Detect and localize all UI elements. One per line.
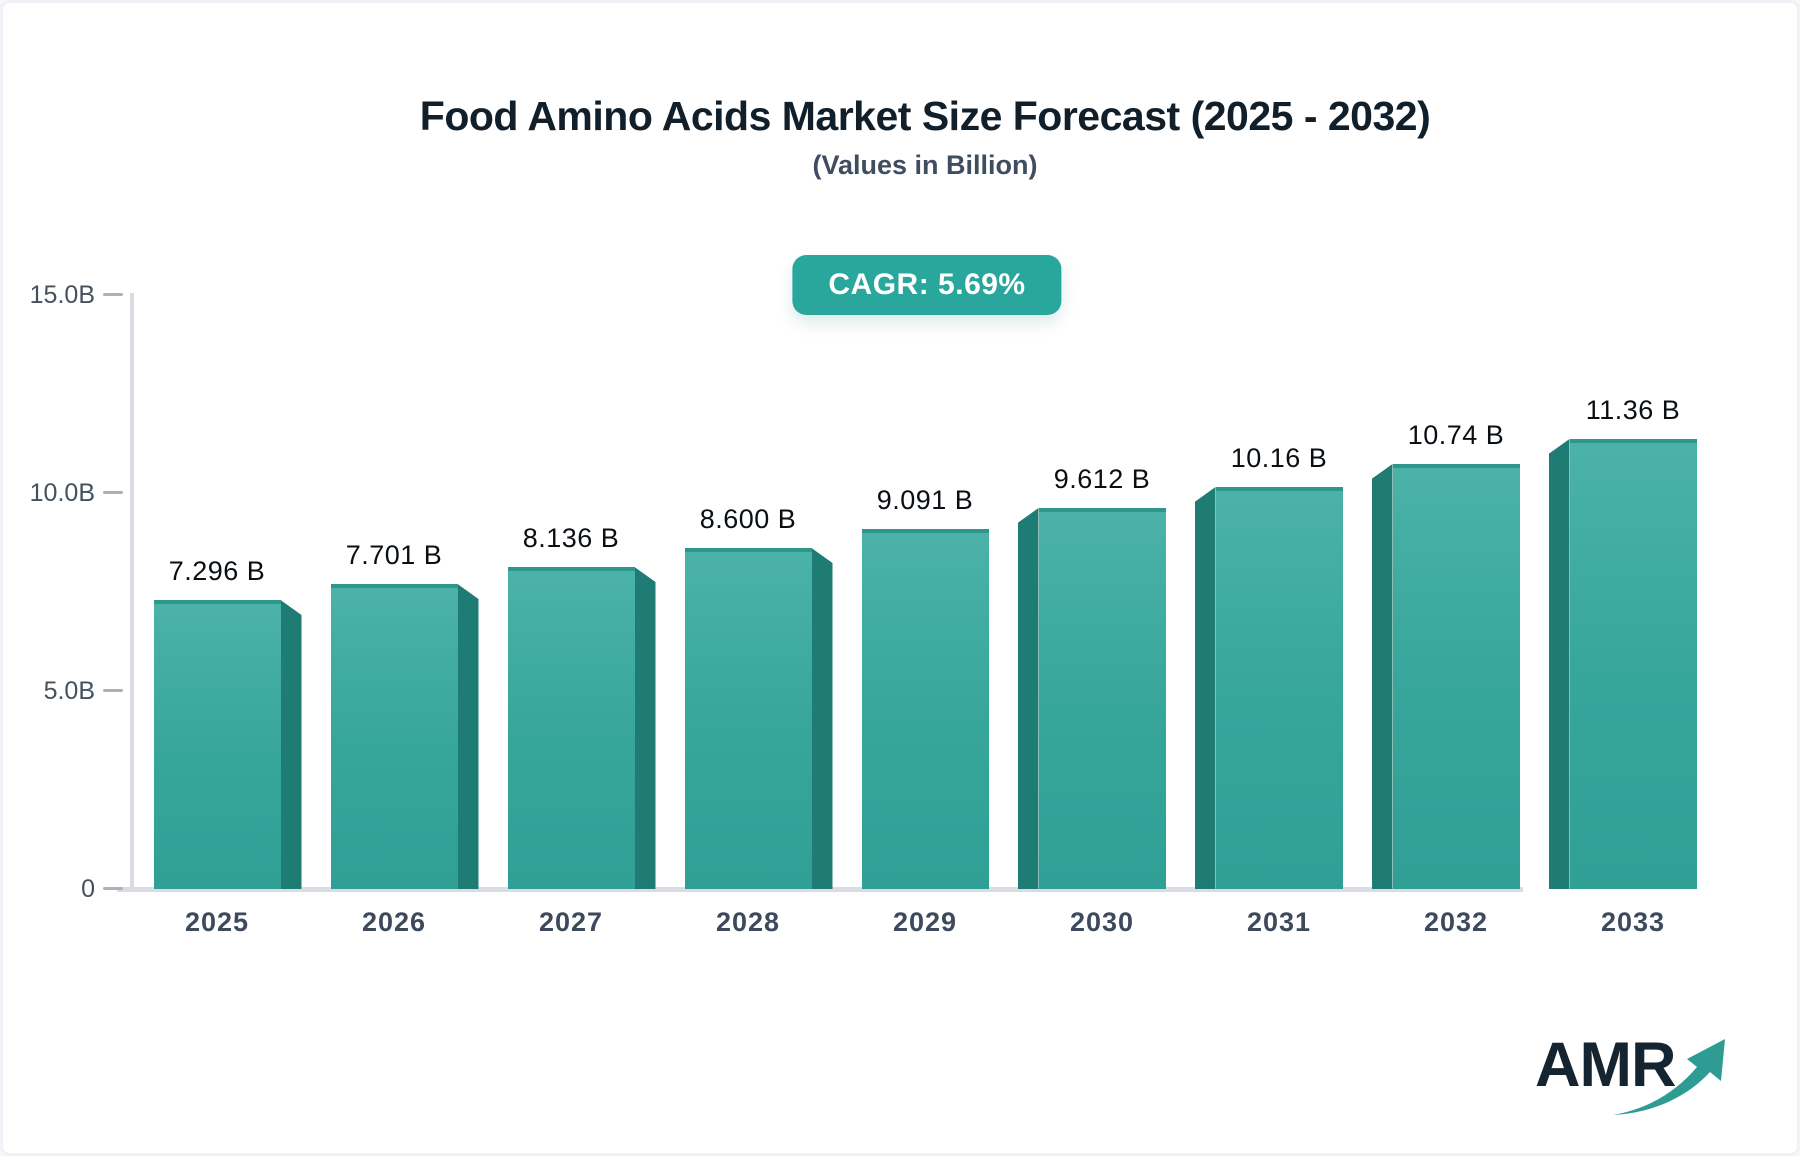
y-axis-tick-label: 15.0B <box>29 281 95 309</box>
bar-2030 <box>1038 508 1166 889</box>
amr-logo: AMR <box>1535 1030 1725 1115</box>
y-axis-tick <box>103 293 123 296</box>
bar-value-label: 7.701 B <box>345 540 443 570</box>
bar-value-label: 11.36 B <box>1585 395 1681 425</box>
page-subtitle: (Values in Billion) <box>812 150 1038 180</box>
bar-value-label: 8.136 B <box>522 523 620 553</box>
x-axis-label-2031: 2031 <box>1246 907 1312 937</box>
y-axis-tick-label: 10.0B <box>29 479 95 507</box>
y-axis-tick-label: 5.0B <box>43 677 95 705</box>
y-axis-tick <box>103 689 123 692</box>
bar-side-face <box>1194 487 1216 889</box>
y-axis-tick <box>103 887 123 890</box>
x-axis-label-2033: 2033 <box>1600 907 1666 937</box>
page-title: Food Amino Acids Market Size Forecast (2… <box>419 93 1431 139</box>
bar-side-face <box>1017 508 1039 889</box>
x-axis-label-2030: 2030 <box>1069 907 1135 937</box>
x-axis-label-2032: 2032 <box>1423 907 1489 937</box>
bar-2031 <box>1215 487 1343 889</box>
x-axis-label-2029: 2029 <box>892 907 958 937</box>
bar-side-face <box>811 548 833 889</box>
bar-side-face <box>634 567 656 889</box>
bar-2027 <box>507 567 635 889</box>
bar-side-face <box>457 584 479 889</box>
bar-2029 <box>861 529 989 889</box>
y-axis-tick <box>103 491 123 494</box>
bar-2025 <box>153 600 281 889</box>
x-axis-baseline <box>117 887 1523 892</box>
growth-arrow-icon <box>1613 1039 1725 1115</box>
bar-value-label: 9.612 B <box>1053 464 1151 494</box>
x-axis-label-2025: 2025 <box>184 907 250 937</box>
bar-value-label: 8.600 B <box>699 504 797 534</box>
bar-2028 <box>684 548 812 889</box>
bar-value-label: 10.74 B <box>1407 420 1505 450</box>
bar-side-face <box>1371 464 1393 889</box>
amr-logo-text: AMR <box>1535 1030 1676 1100</box>
x-axis-label-2028: 2028 <box>715 907 781 937</box>
y-axis-tick-label: 0 <box>81 875 95 903</box>
bar-value-label: 10.16 B <box>1230 443 1328 473</box>
x-axis-label-2026: 2026 <box>361 907 427 937</box>
bar-value-label: 7.296 B <box>168 556 266 586</box>
y-axis-line <box>130 293 134 891</box>
x-axis-label-2027: 2027 <box>538 907 604 937</box>
bar-side-face <box>1548 439 1570 889</box>
bar-value-label: 9.091 B <box>876 485 974 515</box>
bar-2033 <box>1569 439 1697 889</box>
cagr-badge: CAGR: 5.69% <box>792 255 1062 315</box>
bar-side-face <box>280 600 302 889</box>
bar-2026 <box>330 584 458 889</box>
bar-2032 <box>1392 464 1520 889</box>
